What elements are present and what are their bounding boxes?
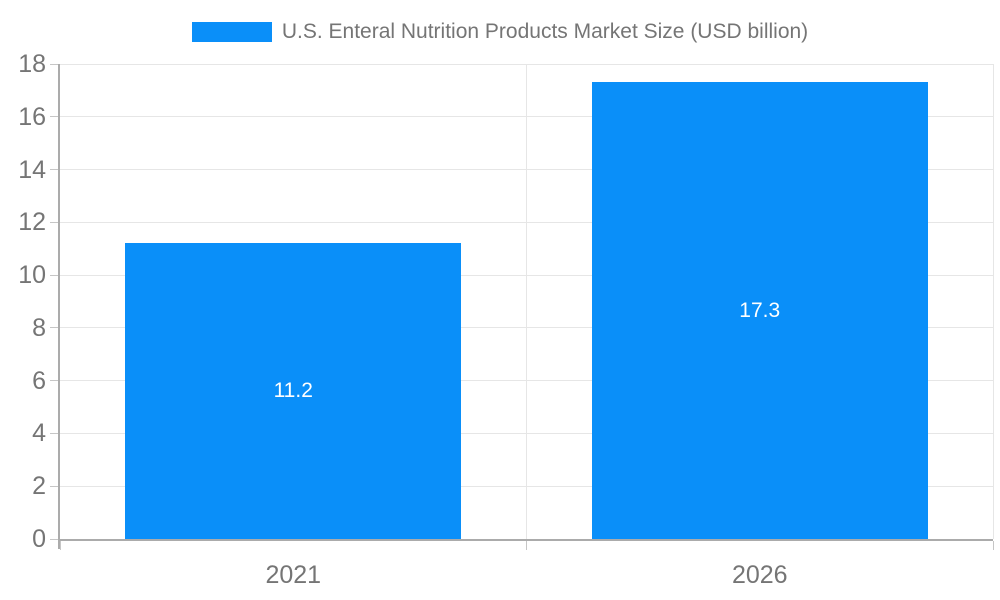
x-axis-tick xyxy=(59,541,61,550)
y-axis-tick-label: 6 xyxy=(32,366,46,395)
y-axis-tick xyxy=(50,63,58,65)
y-axis-tick xyxy=(50,538,58,540)
y-axis-tick-label: 14 xyxy=(18,155,46,184)
y-axis-tick-label: 2 xyxy=(32,472,46,501)
y-axis-tick-label: 12 xyxy=(18,208,46,237)
legend: U.S. Enteral Nutrition Products Market S… xyxy=(0,20,1000,44)
y-axis-tick-label: 0 xyxy=(32,525,46,553)
y-axis-tick xyxy=(50,380,58,382)
y-axis-tick xyxy=(50,485,58,487)
y-axis-line xyxy=(58,64,60,549)
x-axis-tick-label: 2026 xyxy=(731,561,788,589)
bar-2021[interactable]: 11.2 xyxy=(125,243,462,539)
y-axis-tick-label: 16 xyxy=(18,102,46,131)
y-axis-tick xyxy=(50,432,58,434)
x-axis-tick xyxy=(526,541,527,550)
y-axis-tick xyxy=(50,274,58,276)
y-axis-tick xyxy=(50,221,58,223)
y-axis-tick-label: 8 xyxy=(32,313,46,342)
bar-2026[interactable]: 17.3 xyxy=(591,82,928,539)
y-axis-tick-label: 4 xyxy=(32,419,46,448)
bar-value-label: 11.2 xyxy=(273,379,313,403)
plot-area: 0 2 4 6 8 10 12 14 16 18 11.2 2021 17.3 2026 xyxy=(18,50,994,589)
legend-swatch[interactable] xyxy=(191,22,272,42)
legend-label[interactable]: U.S. Enteral Nutrition Products Market S… xyxy=(281,20,809,43)
y-axis-tick xyxy=(50,169,58,171)
gridline-vertical xyxy=(526,64,527,539)
gridline-vertical xyxy=(992,64,994,539)
bar-value-label: 17.3 xyxy=(739,298,781,322)
y-axis-tick-label: 18 xyxy=(18,50,46,78)
x-axis-line xyxy=(58,539,993,541)
x-axis-tick xyxy=(992,541,994,550)
y-axis-tick-label: 10 xyxy=(18,261,46,290)
y-axis-tick xyxy=(50,327,58,329)
x-axis-tick-label: 2021 xyxy=(265,561,322,589)
y-axis-tick xyxy=(50,116,58,118)
